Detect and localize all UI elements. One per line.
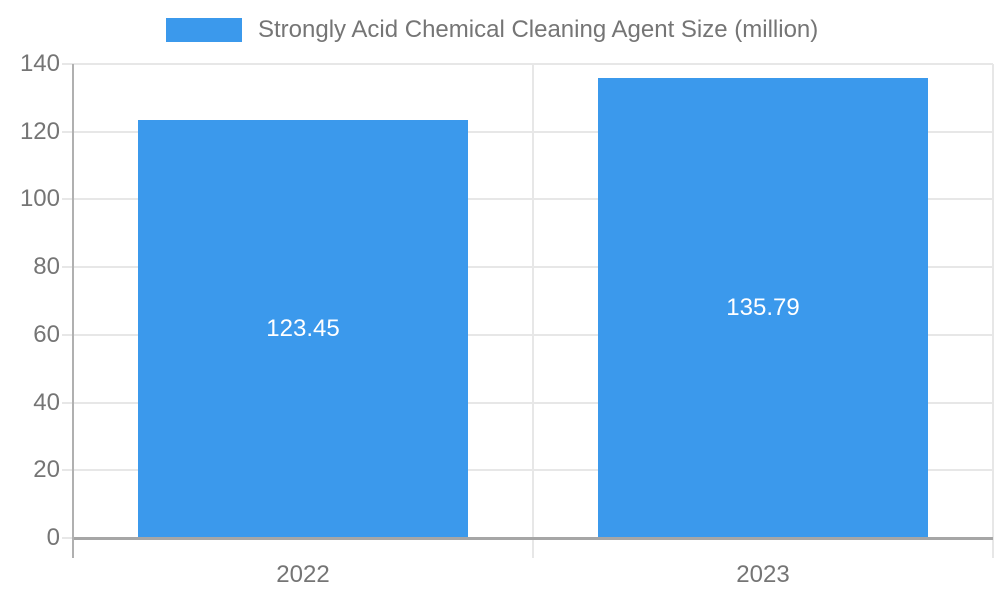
gridline xyxy=(62,469,993,472)
chart-legend: Strongly Acid Chemical Cleaning Agent Si… xyxy=(166,14,818,46)
x-tick-label: 2022 xyxy=(276,561,330,588)
gridline xyxy=(62,401,993,404)
gridline xyxy=(992,64,994,558)
x-tick-label: 2023 xyxy=(736,561,790,588)
gridline xyxy=(62,266,993,269)
bar-value-label: 123.45 xyxy=(266,315,340,343)
legend-swatch xyxy=(166,18,242,42)
gridline xyxy=(62,198,993,201)
gridline xyxy=(62,63,993,65)
gridline xyxy=(62,333,993,336)
gridline xyxy=(62,130,993,133)
legend-label: Strongly Acid Chemical Cleaning Agent Si… xyxy=(258,16,819,43)
y-tick-label: 60 xyxy=(33,320,60,348)
y-tick-label: 80 xyxy=(33,253,60,281)
bar xyxy=(138,120,468,538)
y-tick-label: 0 xyxy=(46,524,60,551)
bar xyxy=(598,78,928,538)
y-tick-label: 20 xyxy=(33,456,60,484)
y-tick-label: 40 xyxy=(33,388,60,416)
bar-value-label: 135.79 xyxy=(726,294,800,322)
y-tick-label: 120 xyxy=(19,117,60,145)
y-tick-label: 100 xyxy=(19,185,60,213)
y-tick-label: 140 xyxy=(19,50,60,77)
gridline xyxy=(532,64,534,558)
y-axis-line xyxy=(72,64,74,558)
x-axis-line xyxy=(72,537,993,540)
